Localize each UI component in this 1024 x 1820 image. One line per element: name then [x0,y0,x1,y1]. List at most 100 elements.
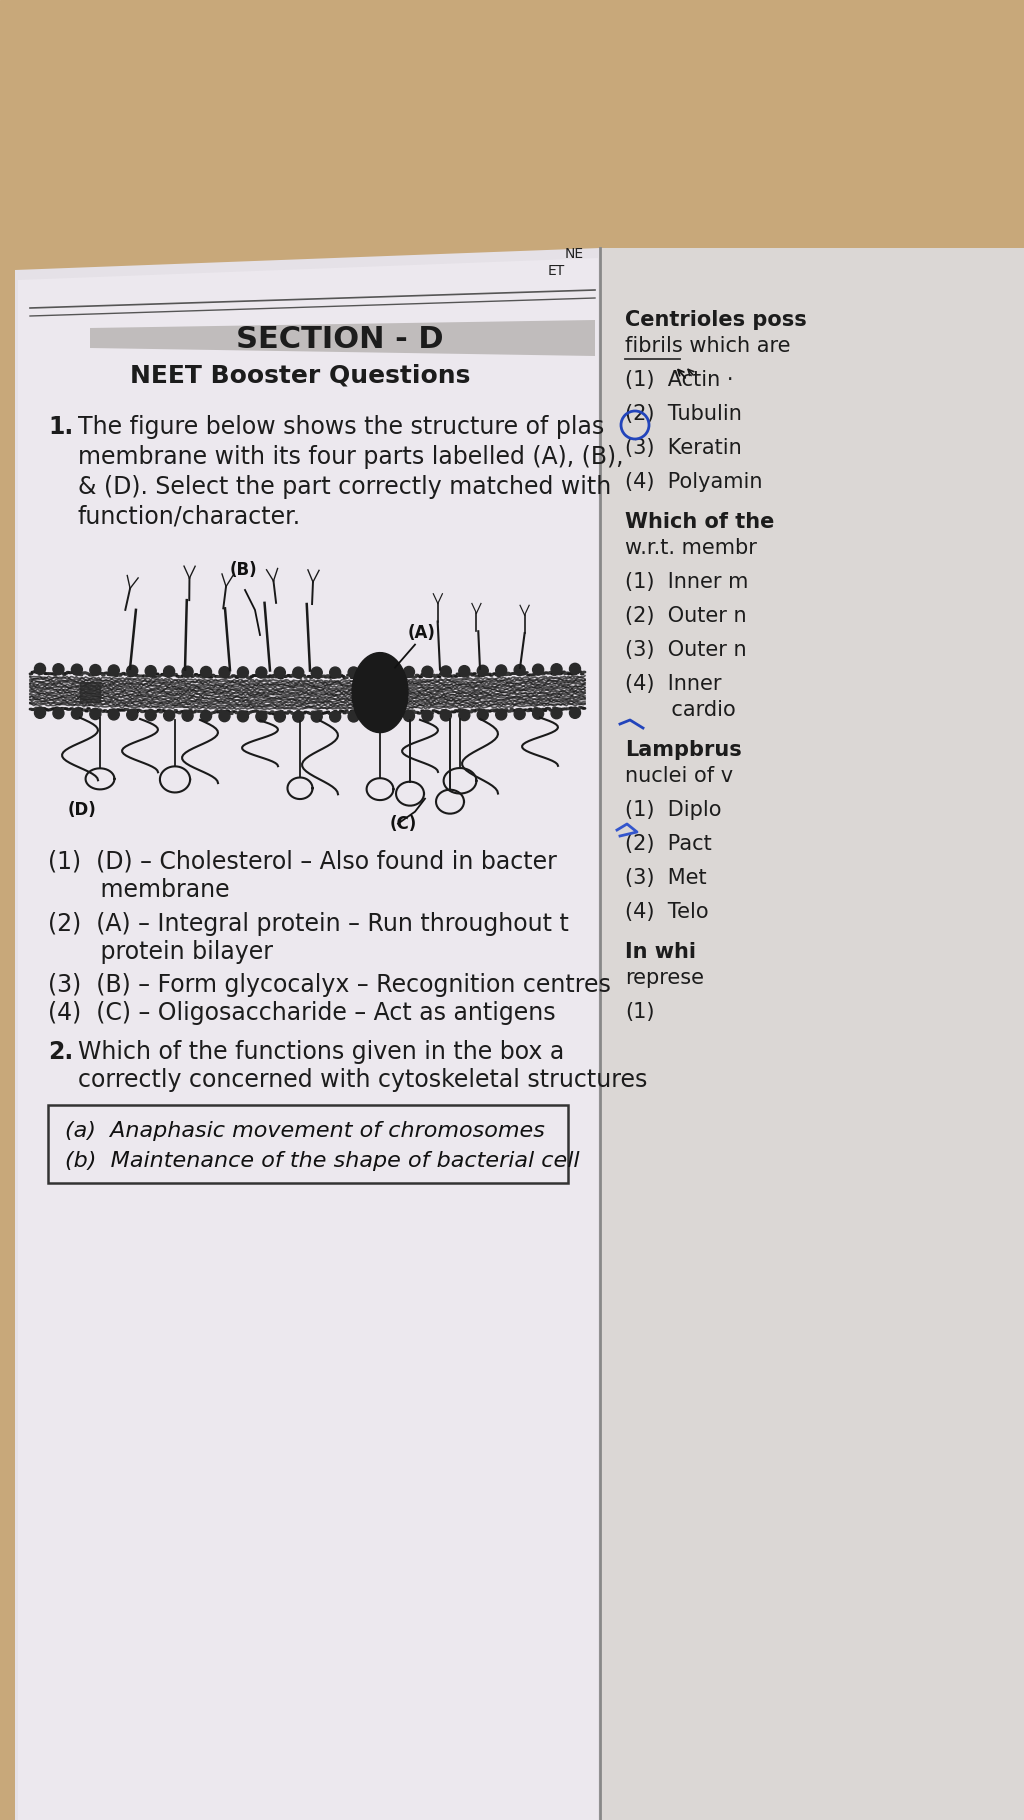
Text: (3)  (B) – Form glycocalyx – Recognition centres: (3) (B) – Form glycocalyx – Recognition … [48,974,611,997]
Polygon shape [18,258,598,1820]
Circle shape [182,710,194,721]
Circle shape [145,666,157,677]
Polygon shape [352,653,408,733]
Text: (3)  Outer n: (3) Outer n [625,641,746,661]
Circle shape [514,664,525,675]
Text: (3)  Keratin: (3) Keratin [625,439,741,459]
Text: Which of the: Which of the [625,511,774,531]
Circle shape [35,662,45,675]
Text: membrane: membrane [48,877,229,903]
Circle shape [311,668,323,679]
Text: 2.: 2. [48,1041,74,1065]
Circle shape [256,712,267,723]
Text: Which of the functions given in the box a: Which of the functions given in the box … [78,1041,564,1065]
Circle shape [164,666,175,677]
Text: represe: represe [625,968,705,988]
Text: (1)  Diplo: (1) Diplo [625,801,722,821]
Circle shape [219,710,230,723]
Circle shape [367,666,378,677]
Circle shape [35,708,45,719]
Text: ET: ET [548,264,565,278]
Text: (2)  Pact: (2) Pact [625,834,712,854]
Circle shape [385,710,396,723]
Circle shape [459,666,470,677]
Circle shape [238,666,249,677]
Circle shape [551,708,562,719]
Circle shape [311,712,323,723]
Circle shape [109,664,119,675]
Circle shape [532,664,544,675]
Circle shape [90,664,100,675]
Text: (4)  Polyamin: (4) Polyamin [625,471,763,491]
Text: cardio: cardio [625,701,736,721]
Text: function/character.: function/character. [78,504,301,530]
Text: (A): (A) [408,624,436,642]
Text: nuclei of v: nuclei of v [625,766,733,786]
Circle shape [53,708,63,719]
Circle shape [219,666,230,677]
Circle shape [293,668,304,679]
Text: (4)  Inner: (4) Inner [625,673,722,693]
Text: (3)  Met: (3) Met [625,868,707,888]
Text: (C): (C) [390,815,417,834]
Text: (4)  (C) – Oligosaccharide – Act as antigens: (4) (C) – Oligosaccharide – Act as antig… [48,1001,556,1025]
Circle shape [477,710,488,721]
Circle shape [72,664,82,675]
Text: (2)  Outer n: (2) Outer n [625,606,746,626]
Text: (1): (1) [625,1003,654,1023]
Polygon shape [600,248,1024,1820]
Circle shape [201,710,212,721]
Circle shape [145,710,157,721]
Text: (1)  Actin ·: (1) Actin · [625,369,733,389]
Circle shape [109,710,119,721]
Circle shape [348,712,359,723]
Circle shape [403,710,415,721]
Text: (1)  Inner m: (1) Inner m [625,571,749,592]
Circle shape [330,668,341,679]
Text: In whi: In whi [625,943,696,963]
Circle shape [385,666,396,677]
Polygon shape [90,320,595,357]
Circle shape [164,710,175,721]
Circle shape [293,712,304,723]
Circle shape [90,708,100,719]
Text: (1)  (D) – Cholesterol – Also found in bacter: (1) (D) – Cholesterol – Also found in ba… [48,850,557,874]
Circle shape [274,668,286,679]
Circle shape [72,708,82,719]
Text: (D): (D) [68,801,96,819]
Circle shape [201,666,212,677]
Bar [48,1105,568,1183]
Text: protein bilayer: protein bilayer [48,939,273,963]
Circle shape [348,666,359,679]
Polygon shape [80,682,100,703]
Text: Centrioles poss: Centrioles poss [625,309,807,329]
Text: (2)  Tubulin: (2) Tubulin [625,404,741,424]
Circle shape [422,666,433,677]
Circle shape [459,710,470,721]
Text: 1.: 1. [48,415,74,439]
Circle shape [256,666,267,679]
Circle shape [403,666,415,677]
Text: (a)  Anaphasic movement of chromosomes: (a) Anaphasic movement of chromosomes [65,1121,545,1141]
Circle shape [127,666,138,677]
Polygon shape [15,248,600,1820]
Circle shape [569,662,581,675]
Text: SECTION - D: SECTION - D [237,324,443,353]
Circle shape [514,708,525,719]
Circle shape [274,712,286,723]
Circle shape [440,666,452,677]
Text: NEET Booster Questions: NEET Booster Questions [130,362,470,388]
Circle shape [532,708,544,719]
Circle shape [422,710,433,721]
Circle shape [496,664,507,675]
Text: & (D). Select the part correctly matched with: & (D). Select the part correctly matched… [78,475,611,499]
Text: (4)  Telo: (4) Telo [625,903,709,923]
Text: The figure below shows the structure of plas: The figure below shows the structure of … [78,415,604,439]
Circle shape [127,710,138,721]
Text: correctly concerned with cytoskeletal structures: correctly concerned with cytoskeletal st… [78,1068,647,1092]
Circle shape [367,712,378,723]
Circle shape [238,712,249,723]
Text: fibrils which are: fibrils which are [625,337,791,357]
Circle shape [182,666,194,677]
Circle shape [551,664,562,675]
